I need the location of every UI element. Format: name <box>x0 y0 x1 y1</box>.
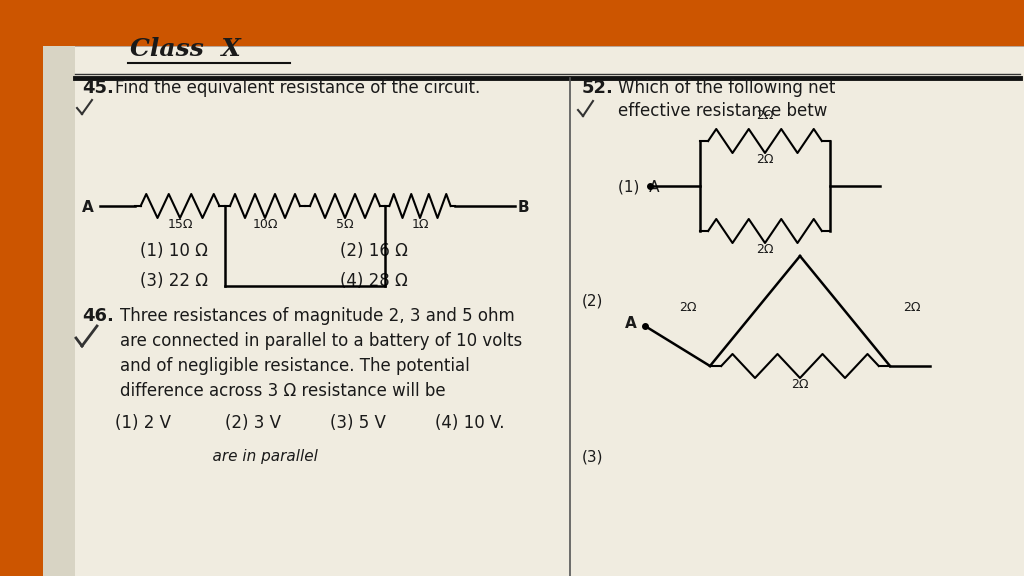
Text: A: A <box>625 316 637 331</box>
Text: 5Ω: 5Ω <box>336 218 354 231</box>
Text: (2): (2) <box>582 294 603 309</box>
Polygon shape <box>46 46 66 576</box>
Text: 1Ω: 1Ω <box>412 218 429 231</box>
Text: 46.: 46. <box>82 307 114 325</box>
Text: are connected in parallel to a battery of 10 volts: are connected in parallel to a battery o… <box>120 332 522 350</box>
Text: (3) 5 V: (3) 5 V <box>330 414 386 432</box>
Text: 2Ω: 2Ω <box>757 153 774 166</box>
Text: 2Ω: 2Ω <box>757 109 774 122</box>
Text: 10Ω: 10Ω <box>252 218 278 231</box>
Text: (3) 22 Ω: (3) 22 Ω <box>140 272 208 290</box>
Text: 2Ω: 2Ω <box>757 243 774 256</box>
Text: 52.: 52. <box>582 79 613 97</box>
Text: (1)  A: (1) A <box>618 180 659 195</box>
Text: A: A <box>82 200 94 215</box>
Text: 2Ω: 2Ω <box>679 301 696 314</box>
Text: (3): (3) <box>582 449 603 464</box>
Text: Class  X: Class X <box>130 37 241 61</box>
Text: 15Ω: 15Ω <box>167 218 193 231</box>
Text: 45.: 45. <box>82 79 114 97</box>
Text: (1) 2 V: (1) 2 V <box>115 414 171 432</box>
Text: (1) 10 Ω: (1) 10 Ω <box>140 242 208 260</box>
Text: Find the equivalent resistance of the circuit.: Find the equivalent resistance of the ci… <box>115 79 480 97</box>
Polygon shape <box>49 46 69 576</box>
Text: effective resistance betw: effective resistance betw <box>618 102 827 120</box>
Polygon shape <box>52 46 72 576</box>
Text: 2Ω: 2Ω <box>903 301 921 314</box>
Text: and of negligible resistance. The potential: and of negligible resistance. The potent… <box>120 357 470 375</box>
Text: B: B <box>518 200 529 215</box>
Polygon shape <box>55 46 75 576</box>
Text: 2Ω: 2Ω <box>792 378 809 391</box>
Text: (2) 16 Ω: (2) 16 Ω <box>340 242 408 260</box>
Text: (2) 3 V: (2) 3 V <box>225 414 281 432</box>
Polygon shape <box>55 46 1024 576</box>
Text: are in parallel: are in parallel <box>115 449 317 464</box>
Text: Which of the following net: Which of the following net <box>618 79 836 97</box>
Polygon shape <box>43 46 63 576</box>
Text: Three resistances of magnitude 2, 3 and 5 ohm: Three resistances of magnitude 2, 3 and … <box>120 307 515 325</box>
Text: (4) 10 V.: (4) 10 V. <box>435 414 505 432</box>
Bar <box>0 0 1024 46</box>
Text: (4) 28 Ω: (4) 28 Ω <box>340 272 408 290</box>
Text: difference across 3 Ω resistance will be: difference across 3 Ω resistance will be <box>120 382 445 400</box>
